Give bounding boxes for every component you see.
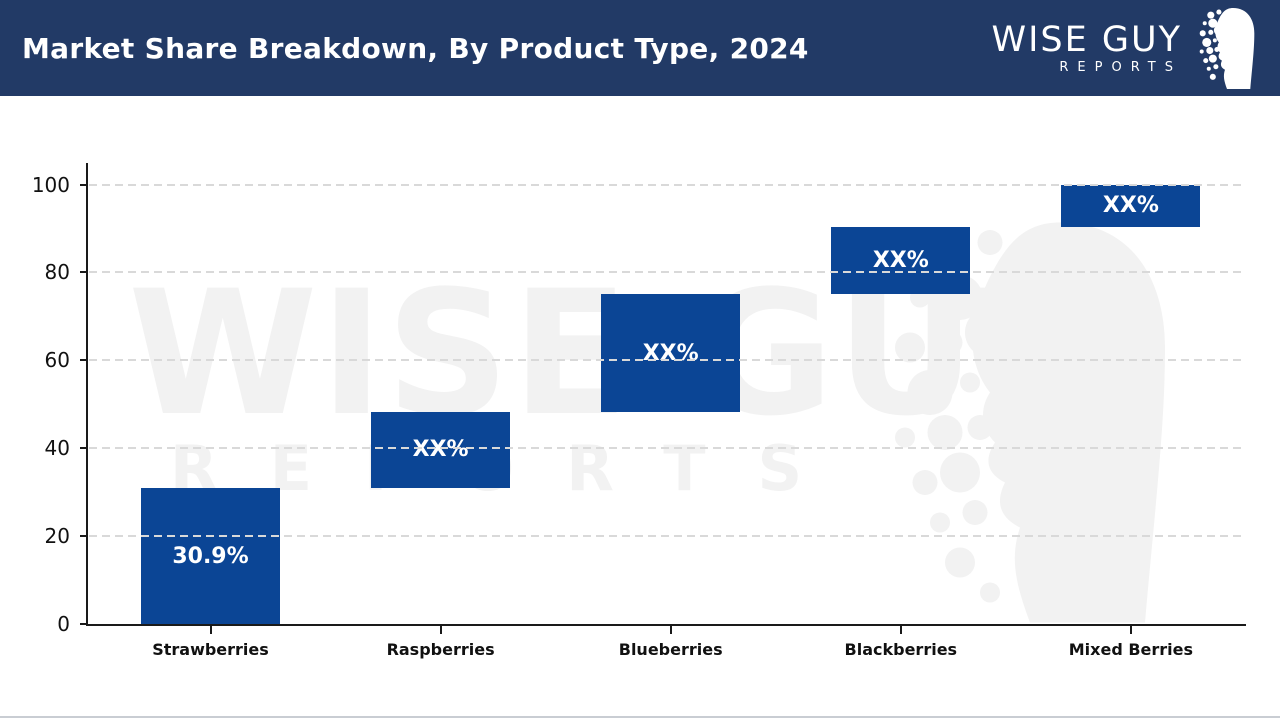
- page-title: Market Share Breakdown, By Product Type,…: [22, 31, 809, 65]
- category-label-strawberries: Strawberries: [152, 640, 269, 659]
- ytick-label-40: 40: [44, 436, 70, 461]
- bar-strawberries: 30.9%: [141, 488, 280, 624]
- logo-text: WISE GUY REPORTS: [991, 19, 1182, 75]
- category-label-blackberries: Blackberries: [844, 640, 958, 659]
- bar-value-label: XX%: [1102, 193, 1159, 219]
- y-axis-line: [86, 162, 88, 626]
- ytick-100: [80, 183, 88, 186]
- wiseguy-logo: WISE GUY REPORTS: [991, 5, 1280, 91]
- bar-value-label: 30.9%: [172, 543, 249, 569]
- gridline-20: [89, 535, 1246, 538]
- logo-subtext: REPORTS: [1059, 59, 1182, 75]
- gridline-60: [89, 359, 1246, 362]
- ytick-40: [80, 447, 88, 450]
- logo-face-icon: [1199, 8, 1255, 89]
- header-bar: Market Share Breakdown, By Product Type,…: [0, 0, 1280, 96]
- ytick-label-0: 0: [57, 612, 70, 636]
- bar-value-label: XX%: [872, 248, 929, 274]
- ytick-0: [80, 623, 88, 625]
- category-label-raspberries: Raspberries: [386, 640, 495, 659]
- bar-raspberries: XX%: [371, 411, 511, 489]
- xtick-2: [669, 626, 672, 634]
- ytick-80: [80, 271, 88, 274]
- ytick-label-60: 60: [44, 348, 70, 373]
- xtick-3: [899, 626, 902, 634]
- bar-blueberries: XX%: [601, 294, 741, 412]
- ytick-label-100: 100: [31, 172, 70, 197]
- category-label-blueberries: Blueberries: [618, 640, 723, 659]
- bottom-divider: [0, 716, 1280, 718]
- bar-blackberries: XX%: [831, 227, 971, 295]
- ytick-60: [80, 359, 88, 362]
- xtick-4: [1129, 626, 1132, 634]
- gridline-80: [89, 271, 1246, 274]
- watermark-face-icon: [895, 222, 1165, 623]
- ytick-label-20: 20: [44, 524, 70, 549]
- bar-mixed-berries: XX%: [1061, 184, 1201, 228]
- x-axis-line: [86, 624, 1246, 626]
- ytick-20: [80, 535, 88, 538]
- ytick-label-80: 80: [44, 260, 70, 285]
- category-label-mixed-berries: Mixed Berries: [1068, 640, 1194, 659]
- bar-value-label: XX%: [412, 437, 469, 463]
- bar-value-label: XX%: [642, 340, 699, 366]
- xtick-0: [209, 626, 212, 634]
- logo-wordmark: WISE GUY: [991, 19, 1182, 60]
- gridline-100: [89, 183, 1246, 186]
- gridline-40: [89, 447, 1246, 450]
- xtick-1: [439, 626, 442, 634]
